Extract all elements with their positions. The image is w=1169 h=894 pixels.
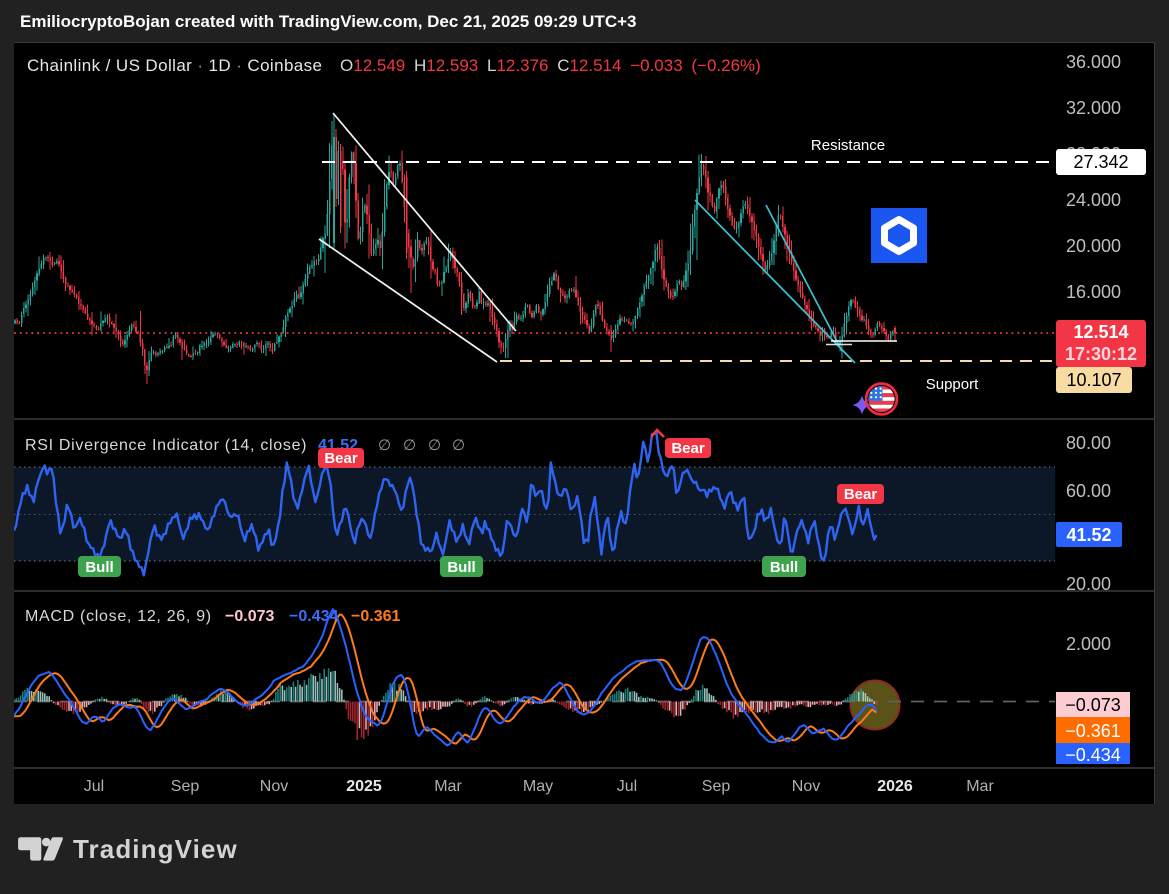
svg-text:Nov: Nov xyxy=(260,778,288,795)
svg-text:RSI Divergence Indicator (14,: RSI Divergence Indicator (14, close) xyxy=(25,437,307,454)
svg-text:2025: 2025 xyxy=(346,778,382,795)
svg-text:Mar: Mar xyxy=(966,778,994,795)
svg-text:Resistance: Resistance xyxy=(811,137,885,154)
svg-text:−0.073: −0.073 xyxy=(225,608,274,625)
svg-text:16.000: 16.000 xyxy=(1066,282,1121,302)
svg-text:Chainlink / US Dollar · 1D · C: Chainlink / US Dollar · 1D · Coinbase xyxy=(27,56,322,75)
svg-text:−0.361: −0.361 xyxy=(351,608,400,625)
svg-text:∅: ∅ xyxy=(378,437,391,454)
svg-text:Bear: Bear xyxy=(671,440,705,457)
svg-text:41.52: 41.52 xyxy=(1066,525,1111,545)
svg-text:Bull: Bull xyxy=(85,559,113,576)
svg-text:Support: Support xyxy=(926,376,979,393)
svg-text:2.000: 2.000 xyxy=(1066,634,1111,654)
svg-text:O12.549 H12.593 L12.376 C12.51: O12.549 H12.593 L12.376 C12.514 −0.033 (… xyxy=(340,56,761,75)
svg-text:27.342: 27.342 xyxy=(1073,152,1128,172)
svg-text:∅: ∅ xyxy=(403,437,416,454)
svg-text:∅: ∅ xyxy=(452,437,465,454)
svg-text:∅: ∅ xyxy=(428,437,441,454)
svg-text:32.000: 32.000 xyxy=(1066,98,1121,118)
svg-text:−0.073: −0.073 xyxy=(1065,695,1121,715)
svg-text:12.514: 12.514 xyxy=(1073,322,1128,342)
svg-text:Bear: Bear xyxy=(844,486,878,503)
svg-text:May: May xyxy=(523,778,553,795)
svg-text:MACD (close, 12, 26, 9): MACD (close, 12, 26, 9) xyxy=(25,608,212,625)
svg-text:−0.434: −0.434 xyxy=(1065,745,1121,765)
svg-text:Sep: Sep xyxy=(171,778,200,795)
svg-text:24.000: 24.000 xyxy=(1066,190,1121,210)
svg-text:−0.361: −0.361 xyxy=(1065,721,1121,741)
svg-text:Jul: Jul xyxy=(617,778,637,795)
svg-text:20.000: 20.000 xyxy=(1066,236,1121,256)
svg-text:Nov: Nov xyxy=(792,778,820,795)
svg-text:17:30:12: 17:30:12 xyxy=(1065,344,1137,364)
svg-text:Sep: Sep xyxy=(702,778,731,795)
svg-text:TradingView: TradingView xyxy=(73,834,238,864)
svg-text:2026: 2026 xyxy=(877,778,913,795)
svg-text:20.00: 20.00 xyxy=(1066,574,1111,594)
svg-text:36.000: 36.000 xyxy=(1066,52,1121,72)
svg-text:60.00: 60.00 xyxy=(1066,481,1111,501)
svg-text:10.107: 10.107 xyxy=(1066,370,1121,390)
svg-text:80.00: 80.00 xyxy=(1066,433,1111,453)
svg-text:Mar: Mar xyxy=(434,778,462,795)
svg-text:Bear: Bear xyxy=(324,450,358,467)
svg-text:Bull: Bull xyxy=(447,559,475,576)
svg-text:Bull: Bull xyxy=(770,559,798,576)
svg-text:−0.434: −0.434 xyxy=(289,608,338,625)
svg-text:Jul: Jul xyxy=(84,778,104,795)
